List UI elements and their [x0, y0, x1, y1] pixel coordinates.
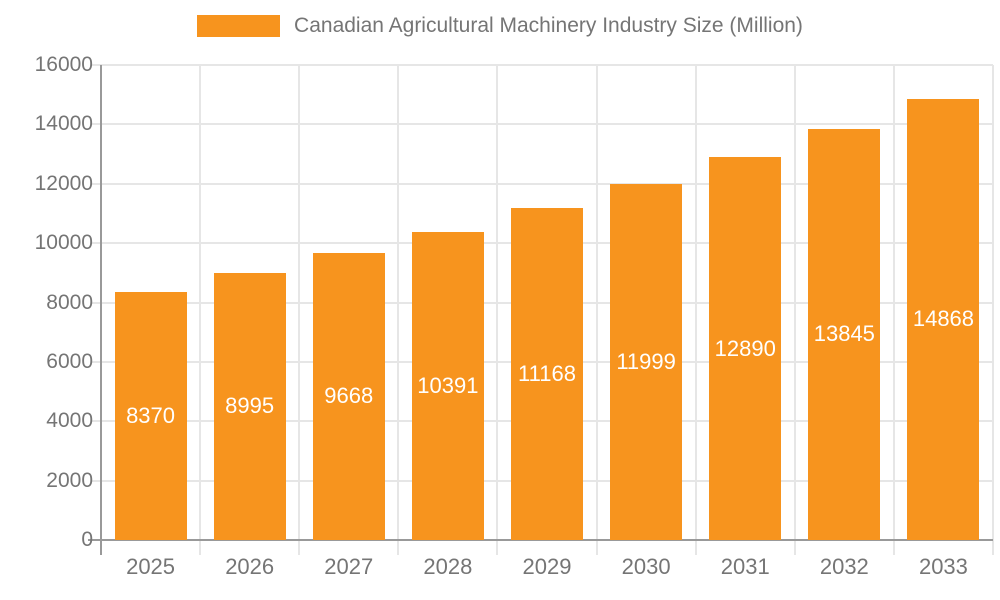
x-axis-tick-label: 2025 [126, 554, 176, 579]
x-gridline [892, 65, 895, 555]
y-axis-tick-label: 0 [81, 528, 93, 551]
x-axis-tick-label: 2026 [225, 554, 275, 579]
bar-2030[interactable] [610, 183, 683, 540]
y-axis-tick-label: 4000 [46, 409, 93, 433]
y-axis-tick-label: 8000 [46, 290, 93, 314]
x-gridline [694, 65, 697, 555]
bar-2028[interactable] [411, 231, 484, 540]
x-gridline [397, 65, 400, 555]
legend-swatch [197, 15, 281, 37]
legend-series-label: Canadian Agricultural Machinery Industry… [294, 14, 803, 37]
bar-2032[interactable] [808, 128, 881, 540]
x-axis-tick-label: 2030 [621, 554, 671, 579]
y-axis-tick-label: 14000 [34, 112, 93, 136]
bar-2027[interactable] [312, 252, 385, 540]
x-axis-tick-label: 2029 [522, 554, 572, 579]
x-gridline [199, 65, 202, 555]
y-axis-tick-label: 10000 [34, 231, 93, 255]
x-gridline [793, 65, 796, 555]
y-gridline [91, 123, 993, 126]
y-axis-tick-label: 6000 [46, 349, 93, 373]
bar-2026[interactable] [213, 272, 286, 540]
legend-item-series[interactable]: Canadian Agricultural Machinery Industry… [197, 14, 803, 38]
y-axis-tick-label: 2000 [46, 468, 93, 492]
x-axis-tick-label: 2031 [720, 554, 770, 579]
x-axis-tick-label: 2033 [918, 554, 968, 579]
bar-2029[interactable] [511, 208, 583, 540]
bar-2033[interactable] [907, 98, 980, 540]
bar-2031[interactable] [709, 157, 782, 540]
chart-legend: Canadian Agricultural Machinery Industry… [0, 14, 1000, 38]
y-gridline [91, 182, 993, 185]
x-axis-tick-label: 2027 [324, 554, 374, 579]
x-axis-line [88, 539, 993, 541]
y-axis-line [100, 65, 102, 555]
x-axis-tick-label: 2028 [423, 554, 473, 579]
x-gridline [298, 65, 301, 555]
x-gridline [496, 65, 499, 555]
bar-2025[interactable] [114, 291, 187, 540]
y-gridline [91, 64, 993, 66]
x-axis-tick-label: 2032 [819, 554, 869, 579]
x-gridline [595, 65, 598, 555]
x-gridline [992, 65, 994, 555]
y-axis-tick-label: 16000 [34, 53, 93, 76]
y-axis-tick-label: 12000 [34, 171, 93, 195]
